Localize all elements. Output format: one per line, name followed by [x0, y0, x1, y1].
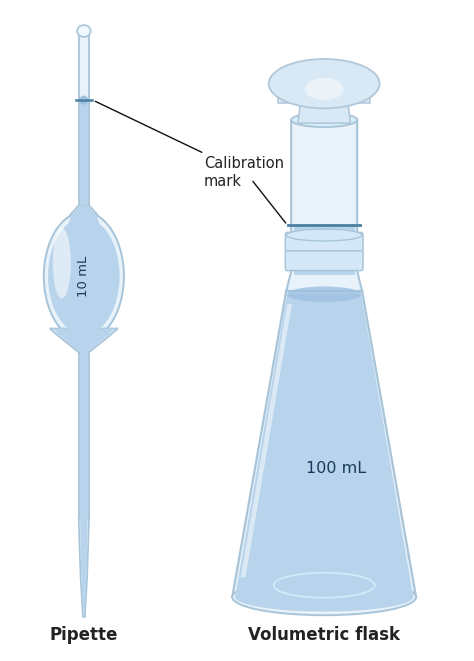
FancyBboxPatch shape — [278, 91, 370, 102]
Ellipse shape — [77, 25, 91, 37]
Polygon shape — [67, 206, 100, 227]
Polygon shape — [235, 294, 413, 597]
Text: Volumetric flask: Volumetric flask — [248, 626, 400, 644]
Polygon shape — [79, 352, 89, 518]
FancyBboxPatch shape — [285, 249, 363, 270]
Text: Pipette: Pipette — [50, 626, 118, 644]
Polygon shape — [80, 518, 88, 610]
Ellipse shape — [80, 96, 88, 104]
Polygon shape — [232, 291, 416, 597]
Polygon shape — [67, 206, 101, 227]
Text: Calibration
mark: Calibration mark — [95, 101, 284, 189]
Ellipse shape — [269, 59, 380, 108]
Polygon shape — [79, 31, 89, 206]
Ellipse shape — [291, 112, 357, 127]
Text: 10 mL: 10 mL — [77, 256, 91, 297]
Ellipse shape — [53, 228, 71, 298]
Ellipse shape — [287, 286, 361, 302]
Polygon shape — [241, 304, 292, 577]
Ellipse shape — [305, 78, 344, 100]
Polygon shape — [80, 100, 88, 206]
FancyBboxPatch shape — [285, 233, 363, 251]
Polygon shape — [286, 120, 362, 291]
Ellipse shape — [235, 582, 413, 611]
FancyBboxPatch shape — [302, 84, 346, 94]
Polygon shape — [80, 352, 88, 518]
Ellipse shape — [278, 85, 370, 102]
Polygon shape — [79, 518, 89, 617]
Polygon shape — [293, 225, 355, 274]
Ellipse shape — [44, 212, 124, 340]
Ellipse shape — [286, 229, 362, 241]
Polygon shape — [53, 329, 115, 352]
Polygon shape — [298, 94, 351, 123]
Ellipse shape — [232, 579, 416, 615]
Ellipse shape — [48, 218, 119, 334]
Polygon shape — [50, 329, 118, 352]
Text: 100 mL: 100 mL — [306, 461, 366, 476]
